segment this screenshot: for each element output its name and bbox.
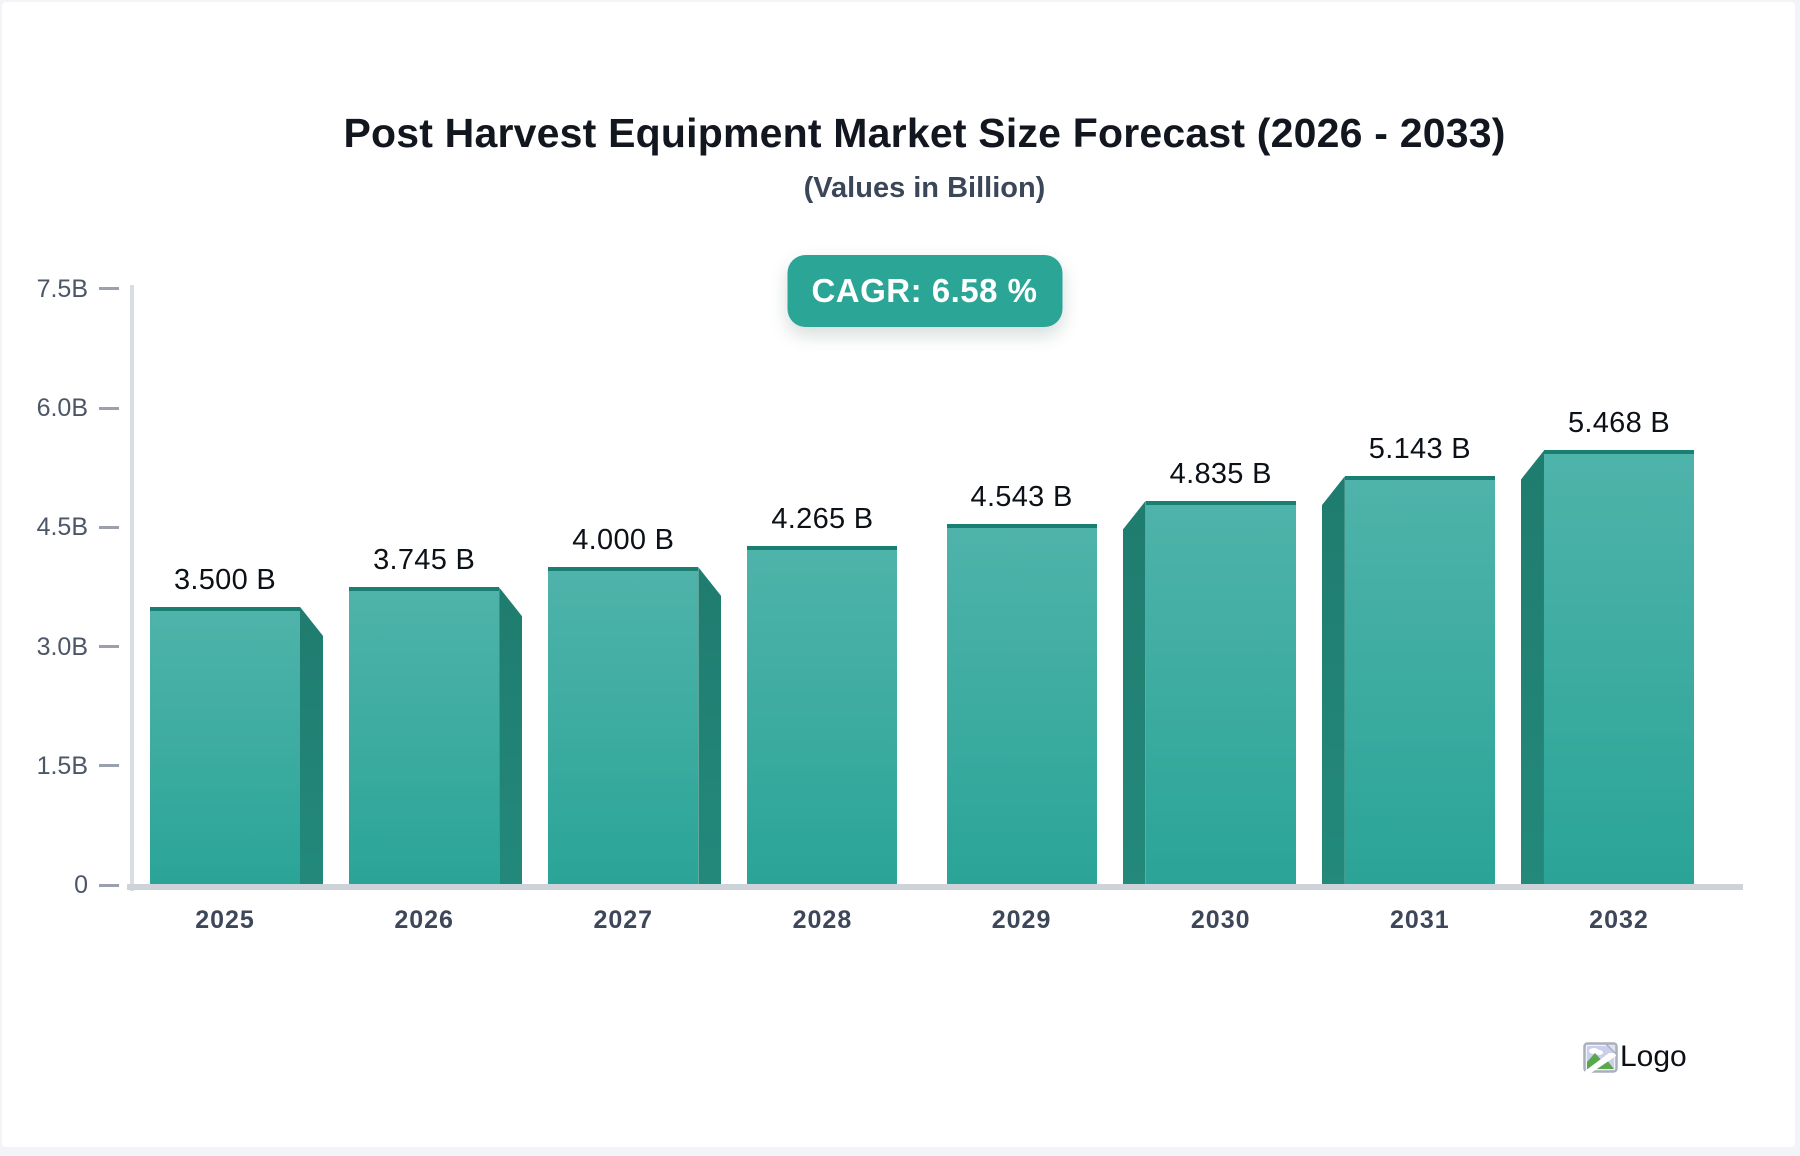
x-axis-label: 2031 xyxy=(1390,906,1450,934)
bar-2029[interactable] xyxy=(946,523,1097,888)
y-axis-tick xyxy=(99,764,119,768)
y-axis-tick xyxy=(99,406,119,410)
bar-value-label: 4.000 B xyxy=(572,524,675,557)
x-axis-label: 2025 xyxy=(195,906,255,934)
y-axis-tick xyxy=(99,883,119,887)
bar-3d-side xyxy=(1520,450,1544,888)
x-axis-label: 2029 xyxy=(991,906,1052,934)
bar-2026[interactable] xyxy=(349,587,500,888)
x-axis-label: 2030 xyxy=(1190,906,1251,934)
bar-value-label: 4.543 B xyxy=(970,480,1073,513)
y-axis-tick-label: 7.5B xyxy=(36,274,88,303)
broken-image-icon xyxy=(1583,1042,1618,1073)
x-axis-baseline xyxy=(127,884,1743,890)
y-axis-tick-label: 3.0B xyxy=(36,632,88,661)
y-axis-tick xyxy=(99,525,119,529)
bar-value-label: 5.468 B xyxy=(1567,407,1671,440)
x-axis-label: 2027 xyxy=(593,906,654,934)
bar-2028[interactable] xyxy=(747,546,898,888)
bar-2027[interactable] xyxy=(548,567,699,888)
y-axis-tick-label: 4.5B xyxy=(36,513,88,542)
chart-subtitle: (Values in Billion) xyxy=(803,172,1046,204)
bar-2031[interactable] xyxy=(1344,476,1495,888)
chart-title: Post Harvest Equipment Market Size Forec… xyxy=(343,110,1506,156)
bar-value-label: 3.745 B xyxy=(373,544,476,577)
logo-alt-text: Logo xyxy=(1620,1040,1687,1073)
bar-3d-side xyxy=(1321,476,1345,888)
x-axis-label: 2032 xyxy=(1589,906,1649,934)
bar-3d-side xyxy=(300,606,323,888)
bar-2030[interactable] xyxy=(1145,500,1296,888)
bar-value-label: 4.835 B xyxy=(1169,457,1272,490)
cagr-badge: CAGR: 6.58 % xyxy=(787,255,1062,327)
y-axis-tick-label: 6.0B xyxy=(36,394,88,423)
bar-3d-side xyxy=(1122,500,1146,888)
y-axis-tick xyxy=(99,287,119,291)
bar-value-label: 3.500 B xyxy=(173,563,277,596)
bar-2032[interactable] xyxy=(1543,450,1694,888)
x-axis-label: 2026 xyxy=(394,906,454,934)
x-axis-label: 2028 xyxy=(792,906,853,934)
bar-3d-side xyxy=(698,567,722,888)
y-axis-line xyxy=(130,285,134,891)
bar-value-label: 4.265 B xyxy=(771,503,874,536)
bar-2025[interactable] xyxy=(150,606,300,888)
bar-3d-side xyxy=(499,587,523,888)
y-axis-tick xyxy=(99,645,119,649)
y-axis-tick-label: 1.5B xyxy=(36,751,88,780)
y-axis-tick-label: 0 xyxy=(74,871,88,899)
logo: Logo xyxy=(1583,1040,1687,1073)
bar-value-label: 5.143 B xyxy=(1368,433,1471,466)
